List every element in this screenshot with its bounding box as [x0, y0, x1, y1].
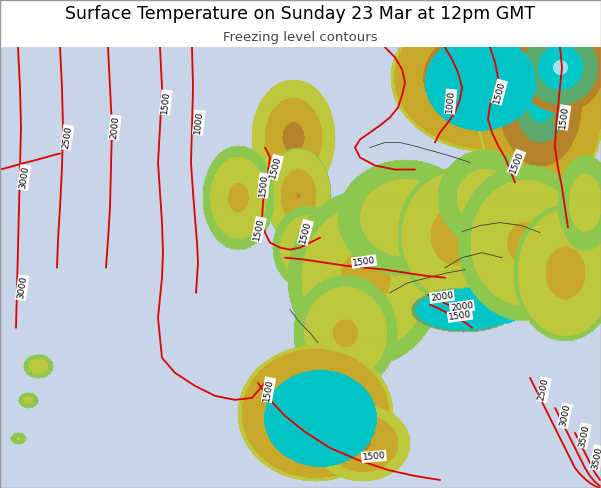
- Text: 2000: 2000: [450, 301, 474, 313]
- Text: 2500: 2500: [537, 378, 551, 402]
- Text: 1000: 1000: [193, 111, 204, 135]
- Text: 1500: 1500: [160, 91, 171, 114]
- Text: 3500: 3500: [577, 424, 591, 448]
- Text: Freezing level contours: Freezing level contours: [223, 31, 378, 44]
- Text: 1500: 1500: [298, 220, 313, 244]
- Text: 1500: 1500: [258, 174, 269, 198]
- Text: 1500: 1500: [252, 217, 266, 242]
- Text: 1500: 1500: [268, 155, 282, 180]
- Text: 3000: 3000: [16, 276, 28, 300]
- Text: 1500: 1500: [448, 309, 472, 322]
- Text: 2000: 2000: [430, 291, 454, 303]
- Text: 3000: 3000: [558, 404, 572, 428]
- Text: 2500: 2500: [61, 125, 73, 149]
- Text: 3000: 3000: [18, 165, 30, 189]
- Text: 1500: 1500: [508, 150, 525, 175]
- Text: 1500: 1500: [362, 451, 386, 462]
- Text: 1500: 1500: [352, 256, 376, 267]
- Text: Surface Temperature on Sunday 23 Mar at 12pm GMT: Surface Temperature on Sunday 23 Mar at …: [66, 4, 535, 22]
- Text: 1500: 1500: [492, 80, 507, 104]
- Text: 1500: 1500: [558, 105, 570, 129]
- Text: 2000: 2000: [109, 116, 120, 140]
- Text: 1000: 1000: [445, 90, 456, 113]
- Text: 1500: 1500: [262, 378, 275, 402]
- Text: 3500: 3500: [590, 446, 601, 470]
